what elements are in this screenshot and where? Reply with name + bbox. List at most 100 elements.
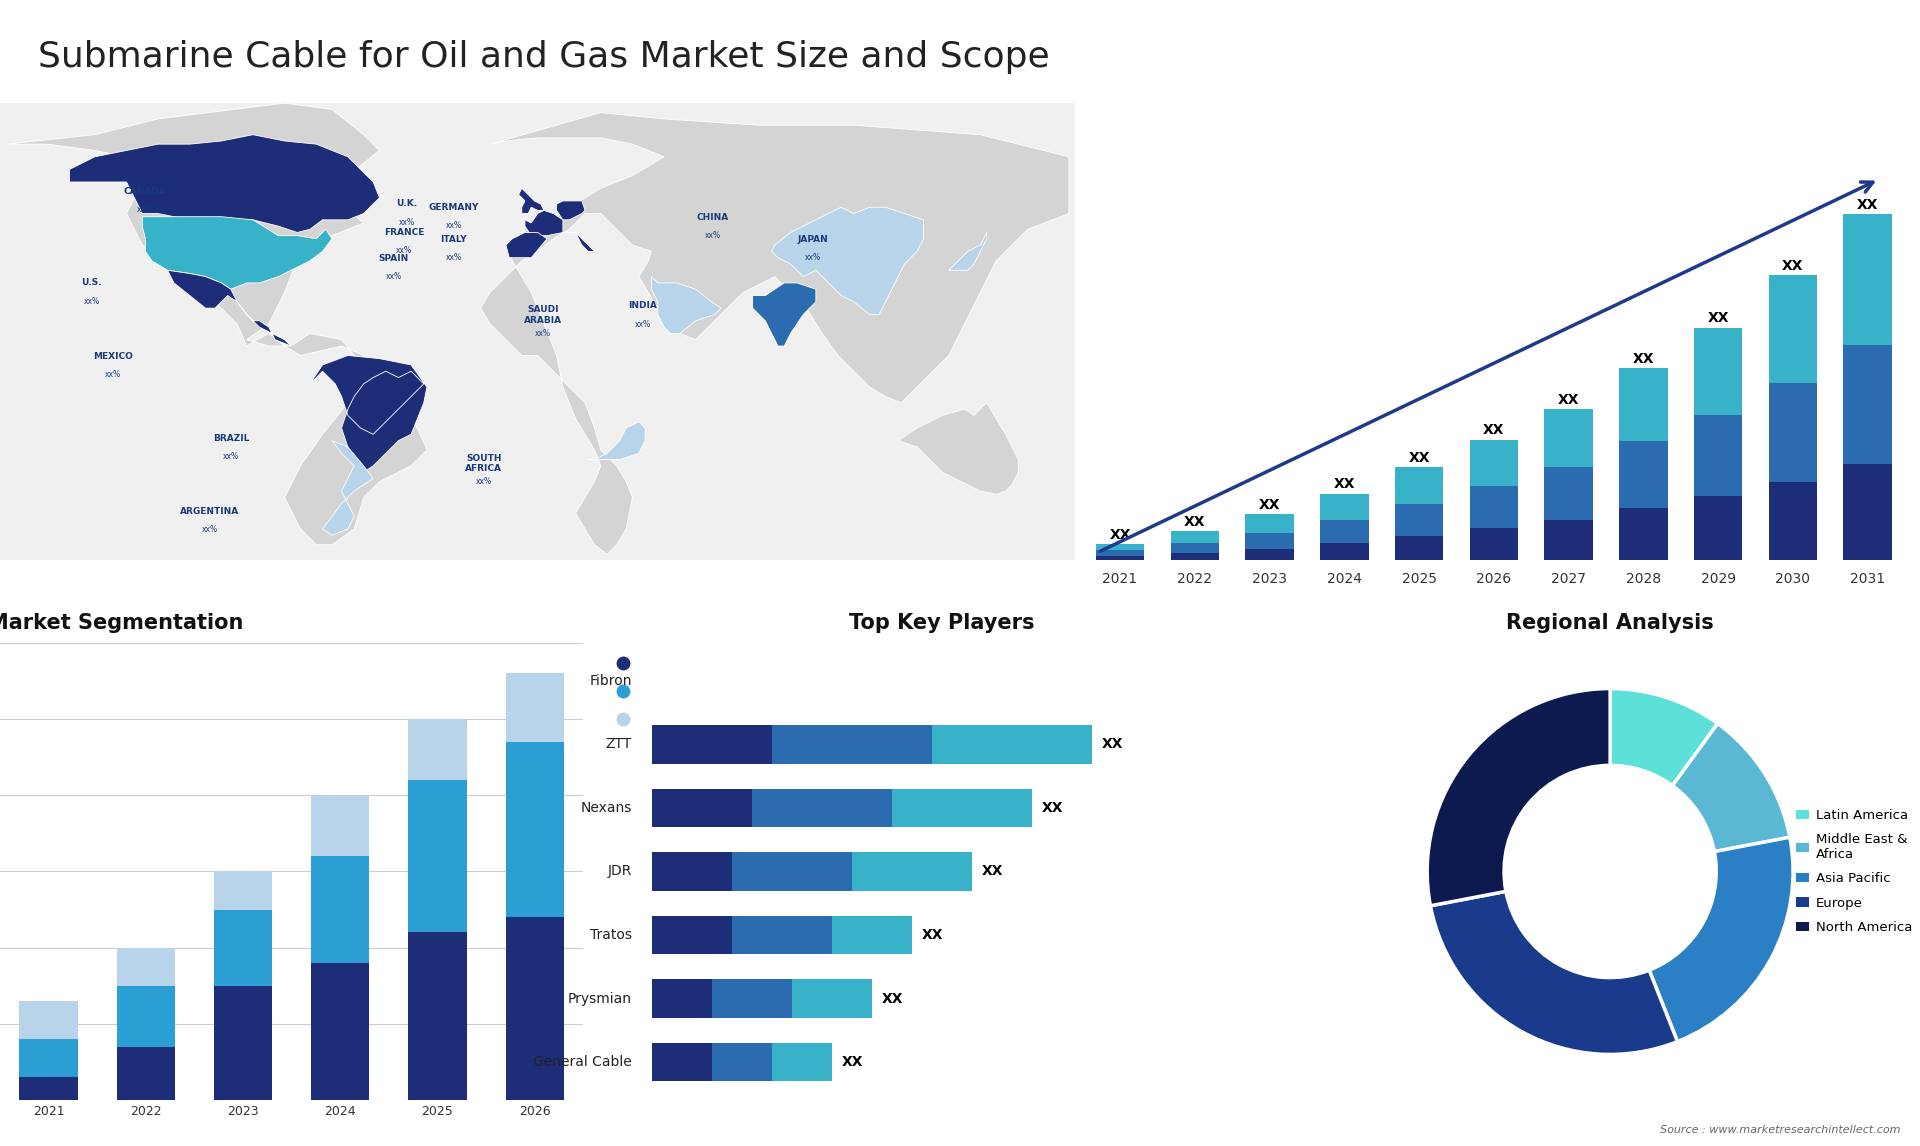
Bar — [891, 788, 1031, 827]
Bar — [19, 1077, 79, 1100]
Wedge shape — [1649, 838, 1793, 1042]
Title: Regional Analysis: Regional Analysis — [1507, 613, 1715, 633]
Bar — [1693, 496, 1743, 560]
Bar — [712, 1043, 772, 1081]
Bar — [1768, 275, 1816, 383]
Bar — [653, 725, 772, 763]
Text: XX: XX — [1102, 737, 1123, 752]
Text: Tratos: Tratos — [589, 928, 632, 942]
Bar — [1619, 441, 1668, 508]
Wedge shape — [1430, 892, 1678, 1054]
Text: BRAZIL: BRAZIL — [213, 434, 250, 442]
Legend: Latin America, Middle East &
Africa, Asia Pacific, Europe, North America: Latin America, Middle East & Africa, Asi… — [1791, 803, 1918, 940]
Bar — [753, 788, 891, 827]
Polygon shape — [948, 233, 987, 270]
Text: SPAIN: SPAIN — [378, 254, 409, 264]
Text: XX: XX — [981, 864, 1004, 879]
Bar — [1544, 520, 1594, 560]
Text: xx%: xx% — [636, 320, 651, 329]
Text: ARGENTINA: ARGENTINA — [180, 507, 240, 516]
Text: xx%: xx% — [804, 253, 822, 262]
Text: XX: XX — [1409, 452, 1430, 465]
Text: INDIA: INDIA — [628, 301, 657, 311]
Bar — [712, 980, 791, 1018]
Bar — [1246, 549, 1294, 560]
Text: xx%: xx% — [83, 297, 100, 306]
Bar — [311, 963, 369, 1100]
Text: XX: XX — [1482, 423, 1505, 438]
Bar — [772, 1043, 831, 1081]
Legend: Type, Application, Geography: Type, Application, Geography — [603, 650, 732, 733]
Bar — [1469, 486, 1519, 528]
Text: XX: XX — [1185, 515, 1206, 529]
Polygon shape — [480, 112, 1069, 555]
Text: CHINA: CHINA — [697, 213, 730, 222]
Text: xx%: xx% — [202, 525, 217, 534]
Text: XX: XX — [1557, 393, 1580, 407]
Text: SOUTH
AFRICA: SOUTH AFRICA — [465, 454, 503, 473]
Bar — [19, 1039, 79, 1077]
Bar — [852, 853, 972, 890]
Text: General Cable: General Cable — [534, 1055, 632, 1069]
Text: JAPAN: JAPAN — [797, 235, 828, 244]
Bar — [772, 725, 931, 763]
Bar — [1321, 543, 1369, 560]
Bar — [1693, 415, 1743, 496]
Text: ZTT: ZTT — [605, 737, 632, 752]
Bar — [931, 725, 1092, 763]
Bar — [791, 980, 872, 1018]
Wedge shape — [1611, 689, 1718, 786]
Text: XX: XX — [1632, 352, 1655, 366]
Text: Fibron: Fibron — [589, 674, 632, 688]
Bar — [1096, 550, 1144, 556]
Bar — [1768, 481, 1816, 560]
Text: CANADA: CANADA — [123, 187, 167, 196]
Text: XX: XX — [881, 991, 902, 1005]
Text: XX: XX — [922, 928, 943, 942]
Polygon shape — [651, 276, 722, 333]
Bar — [1843, 214, 1891, 345]
Bar — [213, 986, 273, 1100]
Polygon shape — [524, 211, 563, 236]
Polygon shape — [899, 402, 1018, 494]
Bar — [1469, 440, 1519, 486]
Circle shape — [1503, 766, 1716, 978]
Wedge shape — [1672, 723, 1789, 851]
Text: U.K.: U.K. — [396, 199, 417, 209]
Bar — [732, 853, 852, 890]
Bar — [311, 856, 369, 963]
Bar — [653, 853, 732, 890]
Bar — [1394, 504, 1444, 535]
Bar — [505, 741, 564, 917]
Bar — [505, 674, 564, 741]
Bar — [1544, 409, 1594, 468]
Text: xx%: xx% — [386, 273, 401, 282]
Text: XX: XX — [841, 1055, 864, 1069]
Polygon shape — [69, 135, 380, 233]
Bar — [1096, 556, 1144, 560]
Polygon shape — [6, 103, 426, 544]
Text: Nexans: Nexans — [580, 801, 632, 815]
Text: XX: XX — [1707, 312, 1728, 325]
Bar — [117, 948, 175, 986]
Text: Submarine Cable for Oil and Gas Market Size and Scope: Submarine Cable for Oil and Gas Market S… — [38, 40, 1050, 74]
Polygon shape — [563, 233, 595, 251]
Bar — [653, 916, 732, 955]
Bar — [409, 933, 467, 1100]
Text: Source : www.marketresearchintellect.com: Source : www.marketresearchintellect.com — [1661, 1124, 1901, 1135]
Bar — [213, 871, 273, 910]
Bar — [1246, 533, 1294, 549]
Bar — [1843, 345, 1891, 464]
Polygon shape — [507, 233, 547, 258]
Text: MEXICO: MEXICO — [92, 352, 132, 361]
Text: xx%: xx% — [106, 370, 121, 379]
Bar — [19, 1002, 79, 1039]
Bar — [213, 910, 273, 986]
Bar — [117, 986, 175, 1046]
Text: XX: XX — [1334, 477, 1356, 492]
Text: GERMANY: GERMANY — [428, 203, 478, 212]
Bar — [311, 795, 369, 856]
Polygon shape — [557, 201, 586, 220]
Bar — [1394, 468, 1444, 504]
Text: XX: XX — [1110, 528, 1131, 542]
